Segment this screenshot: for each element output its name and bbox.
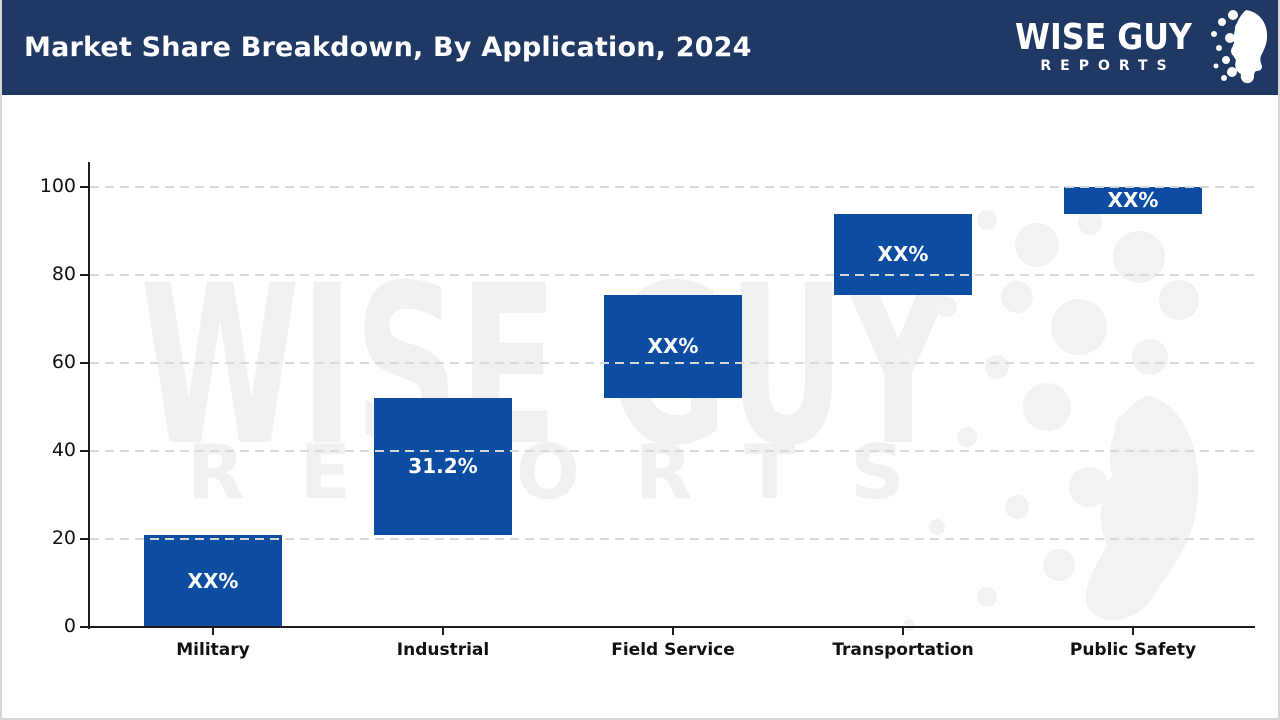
bar-transportation: XX% — [834, 213, 972, 295]
y-tick-label-60: 60 — [51, 351, 76, 373]
y-tick-label-40: 40 — [51, 439, 76, 461]
bar-public-safety: XX% — [1064, 187, 1202, 214]
x-axis-line — [88, 626, 1255, 628]
page-title: Market Share Breakdown, By Application, … — [24, 32, 752, 63]
y-tick-label-20: 20 — [51, 527, 76, 549]
bar-industrial: 31.2% — [374, 397, 512, 536]
category-label-public-safety: Public Safety — [1069, 640, 1197, 660]
bar-value-label: XX% — [877, 242, 929, 267]
category-label-field-service: Field Service — [611, 640, 735, 660]
watermark-wordmark: WISE GUY — [140, 238, 951, 494]
x-tick-2 — [442, 627, 444, 635]
bar-value-label: XX% — [1107, 188, 1159, 213]
y-tick-label-0: 0 — [63, 615, 76, 637]
y-tick-label-80: 80 — [51, 263, 76, 285]
gridline-80 — [90, 274, 1255, 276]
bar-value-label: 31.2% — [408, 454, 478, 479]
gridline-100 — [90, 186, 1255, 188]
gridline-20 — [90, 538, 1255, 540]
logo-subtitle: REPORTS — [1040, 57, 1176, 74]
y-tick-80 — [80, 274, 88, 276]
gridline-60 — [90, 362, 1255, 364]
header-band: Market Share Breakdown, By Application, … — [2, 0, 1278, 95]
x-tick-5 — [1132, 627, 1134, 635]
category-label-industrial: Industrial — [396, 640, 490, 660]
y-axis-spine — [88, 162, 90, 629]
y-tick-40 — [80, 450, 88, 452]
y-tick-0 — [80, 626, 88, 628]
x-tick-3 — [672, 627, 674, 635]
x-tick-1 — [212, 627, 214, 635]
y-tick-100 — [80, 186, 88, 188]
y-tick-label-100: 100 — [39, 175, 76, 197]
logo-head-icon — [1211, 10, 1268, 84]
wise-guy-reports-logo: WISE GUY REPORTS — [1003, 6, 1270, 86]
bar-value-label: XX% — [647, 334, 699, 359]
logo-wordmark: WISE GUY — [1015, 17, 1192, 59]
category-label-military: Military — [176, 640, 250, 660]
x-tick-4 — [902, 627, 904, 635]
gridline-40 — [90, 450, 1255, 452]
category-label-transportation: Transportation — [832, 640, 974, 660]
watermark-subtitle: REPORTS — [187, 428, 960, 516]
bar-field-service: XX% — [604, 294, 742, 398]
bar-military: XX% — [144, 535, 282, 627]
bar-value-label: XX% — [187, 569, 239, 593]
y-tick-60 — [80, 362, 88, 364]
logo-text: WISE GUY REPORTS — [1003, 18, 1204, 74]
y-tick-20 — [80, 538, 88, 540]
